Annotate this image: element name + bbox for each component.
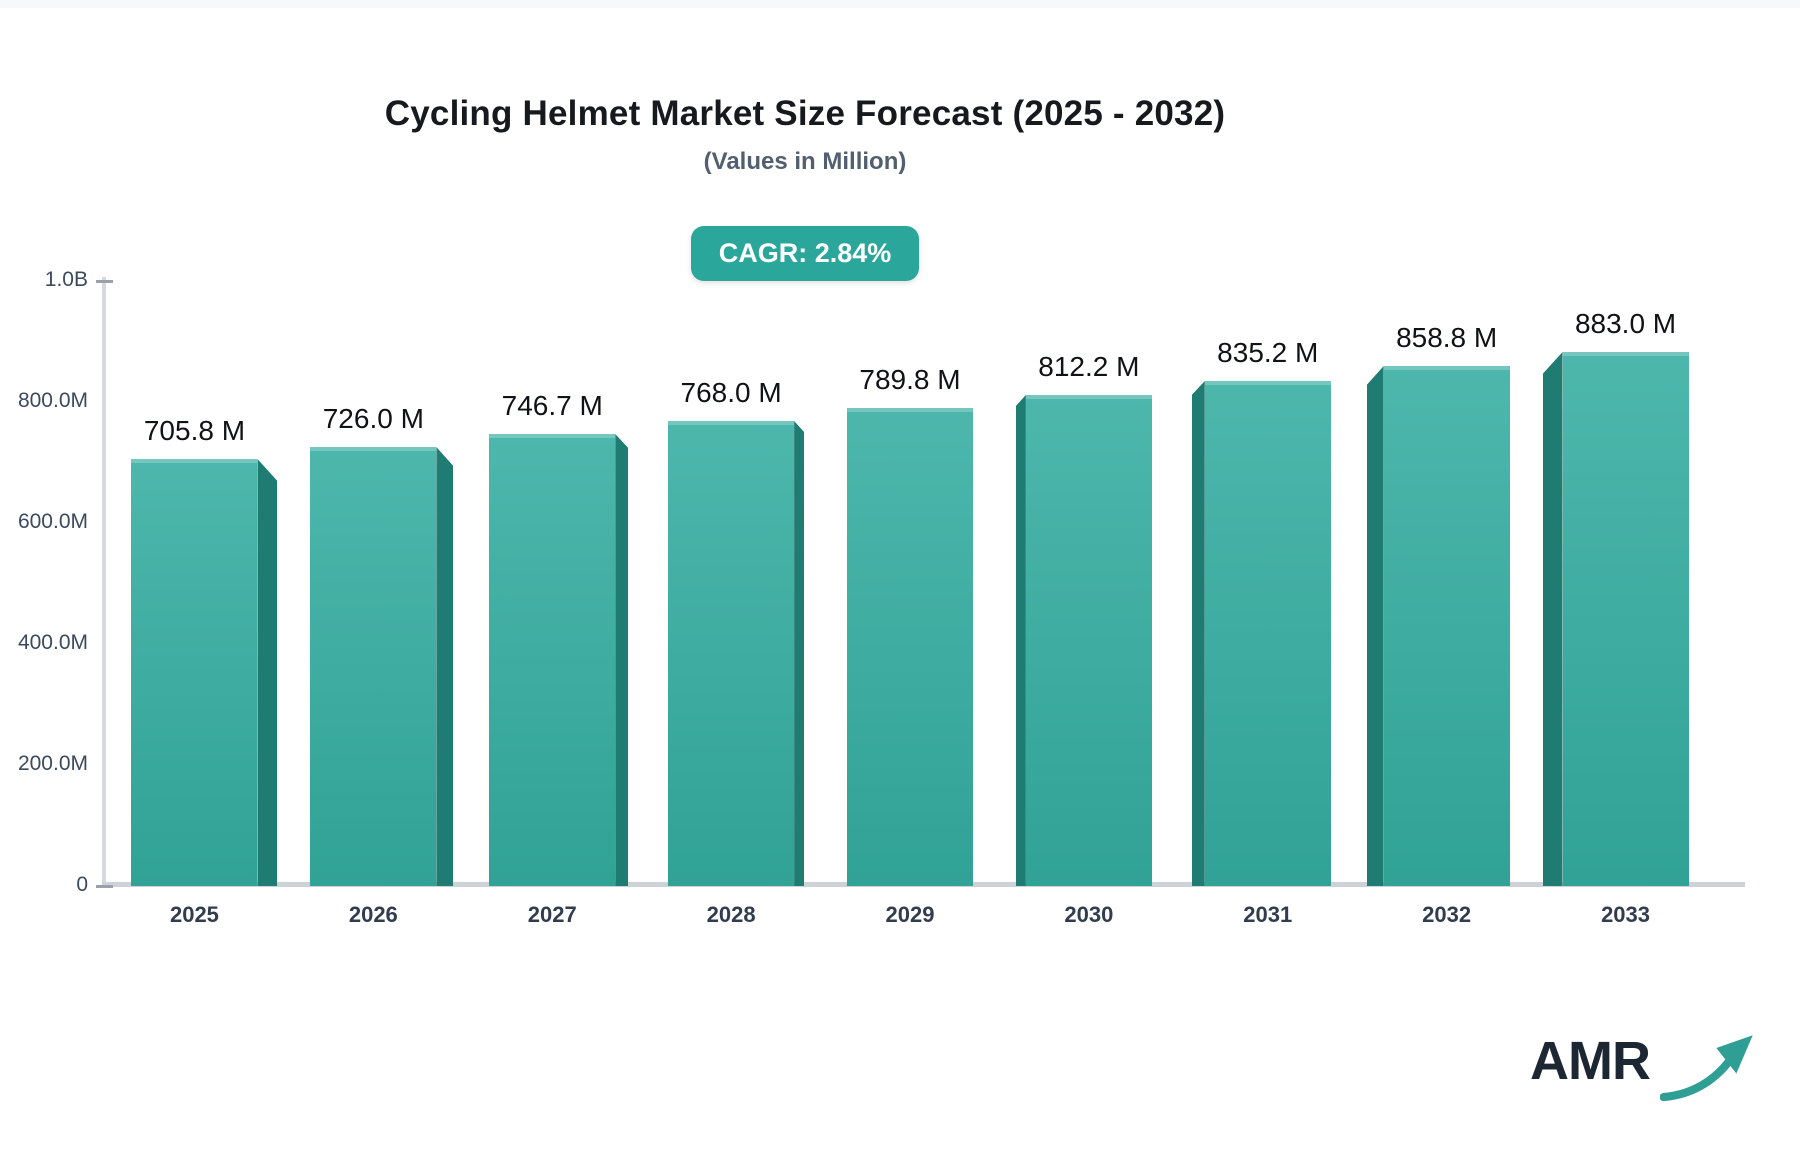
x-tick-label-2026: 2026 [348, 902, 398, 927]
bar-value-label: 789.8 M [859, 364, 961, 395]
y-tick-dash [96, 280, 113, 283]
bar-value-label: 746.7 M [501, 390, 603, 421]
y-tick-label: 0 [76, 873, 88, 896]
bar-side-face-2028 [794, 421, 805, 886]
logo-text: AMR [1530, 1031, 1651, 1091]
bar-2029[interactable] [847, 408, 973, 886]
x-tick-label-2027: 2027 [527, 902, 577, 927]
bar-2026[interactable] [310, 447, 437, 886]
bar-2032[interactable] [1383, 366, 1510, 886]
y-axis-line [102, 277, 106, 887]
x-tick-label-2031: 2031 [1243, 902, 1293, 927]
x-tick-label-2030: 2030 [1064, 902, 1114, 927]
x-tick-label-2033: 2033 [1601, 902, 1651, 927]
chart-subtitle: (Values in Million) [703, 148, 907, 175]
bar-side-face-2033 [1542, 352, 1563, 886]
bar-2025[interactable] [131, 459, 258, 886]
bar-side-face-2032 [1366, 366, 1384, 886]
bar-side-face-2031 [1191, 381, 1205, 886]
amr-logo: AMR [1530, 1020, 1753, 1112]
bar-side-face-2025 [257, 459, 278, 886]
bar-2030[interactable] [1025, 395, 1152, 886]
growth-arrow-icon [1660, 1035, 1753, 1102]
bar-value-label: 835.2 M [1217, 337, 1319, 368]
bar-value-label: 768.0 M [680, 377, 782, 408]
top-strip [0, 0, 1800, 8]
y-tick-label: 1.0B [44, 268, 88, 291]
bar-value-label: 705.8 M [143, 415, 246, 446]
bar-2027[interactable] [489, 434, 616, 886]
bar-value-label: 858.8 M [1396, 322, 1498, 353]
bar-side-face-2026 [436, 447, 454, 886]
bar-side-face-2030 [1015, 395, 1026, 886]
x-tick-label-2029: 2029 [885, 902, 935, 927]
bar-side-face-2027 [615, 434, 629, 886]
y-tick-dash [96, 885, 113, 888]
plot-area: 705.8 M 2025 726.0 M 2026 746.7 M 2027 768.0 M… [105, 281, 1715, 927]
bar-2028[interactable] [668, 421, 795, 886]
y-tick-label: 400.0M [17, 631, 88, 654]
x-tick-label-2025: 2025 [169, 902, 219, 927]
badge-row: CAGR: 2.84% [0, 226, 1610, 281]
y-tick-label: 200.0M [17, 752, 88, 775]
cagr-badge: CAGR: 2.84% [690, 226, 920, 281]
y-tick-label: 600.0M [17, 510, 88, 533]
x-tick-label-2028: 2028 [706, 902, 756, 927]
bar-value-label: 726.0 M [322, 403, 424, 434]
x-tick-label-2032: 2032 [1422, 902, 1472, 927]
y-tick-label: 800.0M [17, 389, 88, 412]
bar-2033[interactable] [1562, 352, 1689, 886]
bar-2031[interactable] [1204, 381, 1331, 886]
bar-value-label: 812.2 M [1038, 351, 1140, 382]
chart-title: Cycling Helmet Market Size Forecast (202… [384, 94, 1226, 133]
bar-value-label: 883.0 M [1574, 308, 1677, 339]
